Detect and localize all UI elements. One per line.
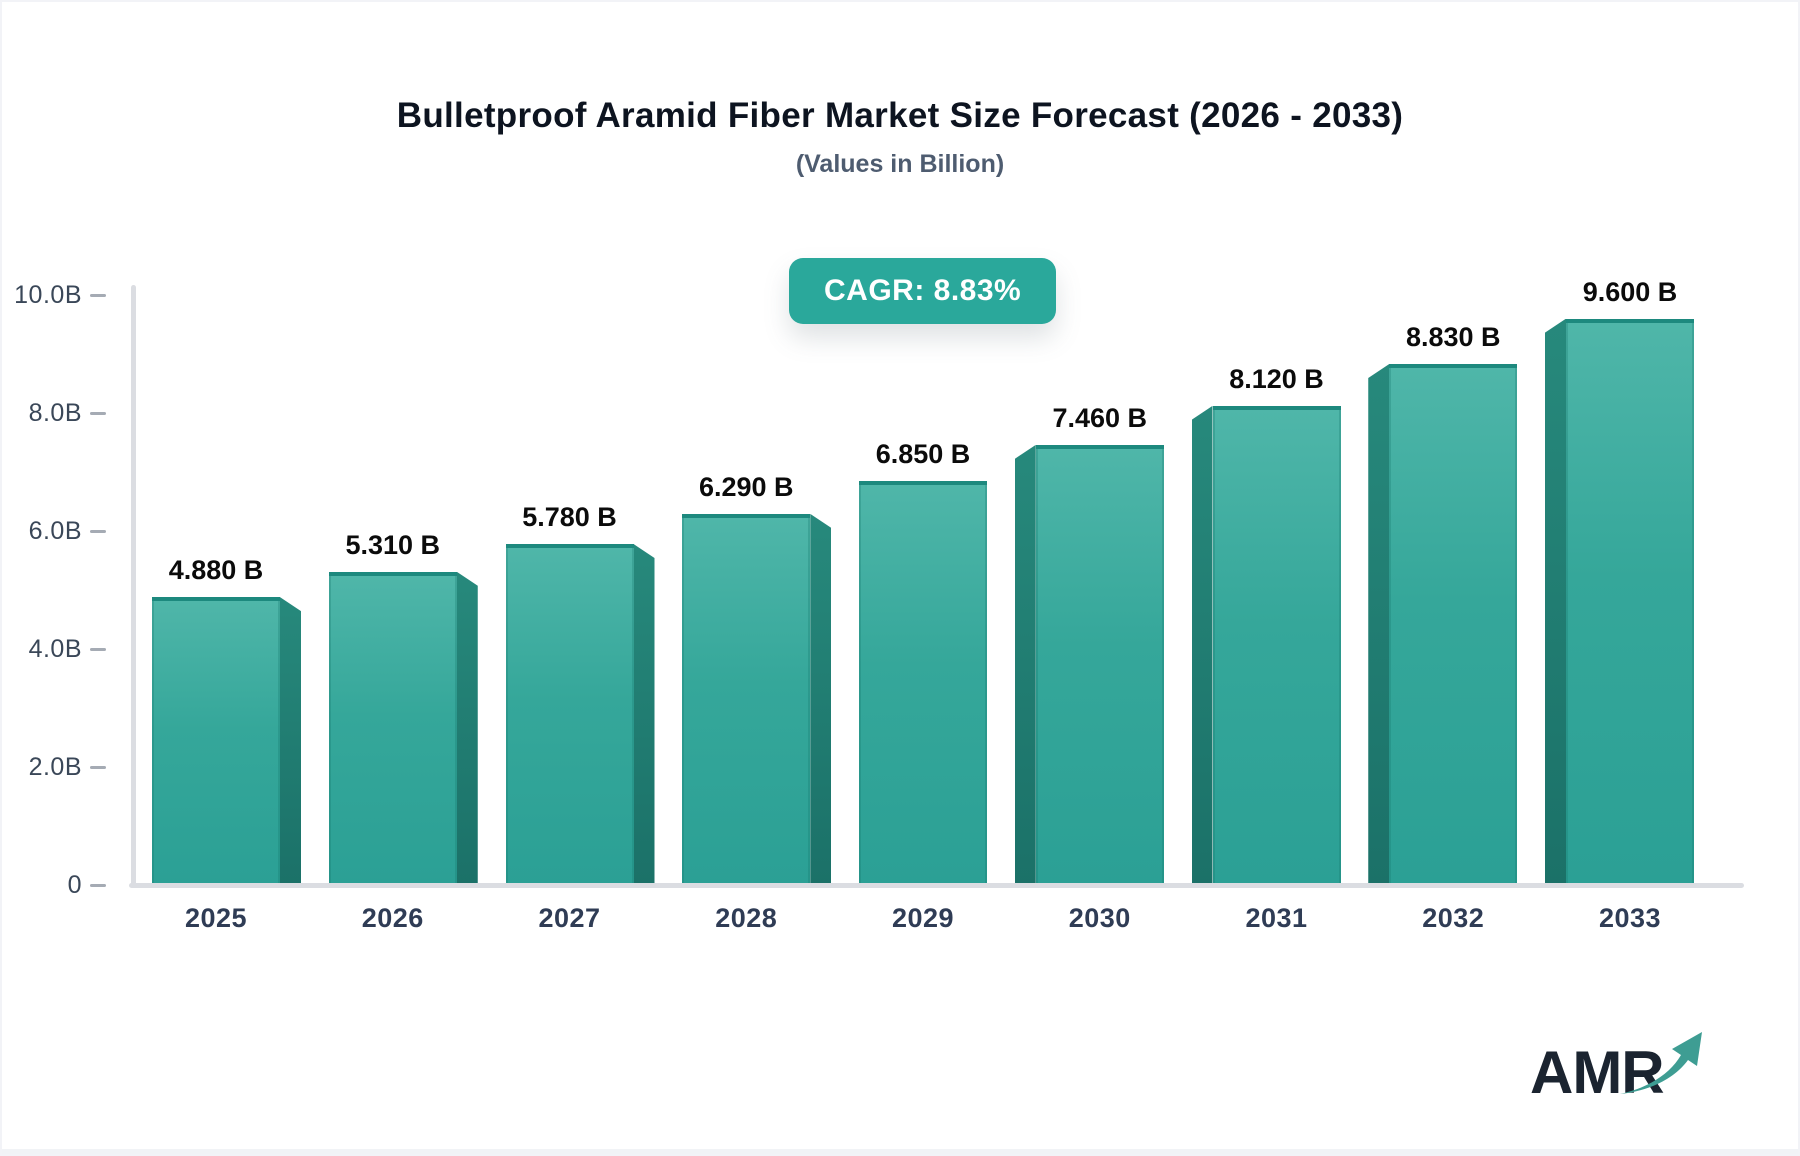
y-tick-label: 0 bbox=[67, 871, 82, 899]
bar-3d-side bbox=[810, 513, 832, 885]
bar-2030 bbox=[1035, 444, 1164, 885]
cagr-badge-label: CAGR: 8.83% bbox=[824, 274, 1022, 307]
bar-value-label: 4.880 B bbox=[168, 555, 264, 586]
x-tick-label-2029: 2029 bbox=[891, 903, 955, 933]
bar-2027 bbox=[505, 543, 634, 885]
x-axis-line bbox=[129, 883, 1744, 888]
amr-logo: AMR bbox=[1530, 1028, 1702, 1114]
bar-3d-side bbox=[1545, 318, 1566, 885]
y-tick-mark bbox=[90, 530, 106, 533]
bar-2032 bbox=[1389, 364, 1518, 885]
x-tick-label-2028: 2028 bbox=[715, 903, 778, 933]
bar-3d-side bbox=[280, 597, 301, 885]
x-tick-label-2026: 2026 bbox=[361, 903, 424, 933]
bar-3d-side bbox=[1014, 444, 1036, 885]
bar-value-label: 8.120 B bbox=[1229, 363, 1324, 394]
x-tick-label-2033: 2033 bbox=[1598, 903, 1662, 933]
chart-title: Bulletproof Aramid Fiber Market Size For… bbox=[396, 96, 1404, 135]
bar-3d-side bbox=[1368, 364, 1390, 885]
chart-subtitle: (Values in Billion) bbox=[795, 150, 1005, 178]
bar-value-label: 5.780 B bbox=[522, 501, 617, 532]
x-tick-label-2032: 2032 bbox=[1422, 903, 1485, 933]
bar-2025 bbox=[152, 597, 280, 885]
bar-3d-side bbox=[1191, 405, 1213, 885]
bar-3d-side bbox=[456, 571, 478, 885]
cagr-badge: CAGR: 8.83% bbox=[789, 258, 1057, 324]
y-tick-label: 6.0B bbox=[28, 517, 82, 545]
y-tick-mark bbox=[90, 412, 106, 415]
y-tick-label: 2.0B bbox=[28, 753, 82, 781]
y-tick-label: 10.0B bbox=[14, 281, 82, 309]
y-tick-label: 8.0B bbox=[28, 399, 82, 427]
y-tick-mark bbox=[90, 648, 106, 651]
growth-arrow-icon bbox=[1620, 1032, 1702, 1094]
amr-logo-text: AMR bbox=[1530, 1039, 1665, 1106]
bar-2031 bbox=[1212, 405, 1341, 885]
bar-value-label: 5.310 B bbox=[345, 529, 441, 560]
bar-value-label: 9.600 B bbox=[1582, 276, 1678, 307]
bar-value-label: 8.830 B bbox=[1405, 322, 1501, 353]
y-tick-label: 4.0B bbox=[28, 635, 82, 663]
bar-2033 bbox=[1566, 318, 1694, 885]
x-tick-label-2027: 2027 bbox=[538, 903, 601, 933]
y-axis-line bbox=[131, 285, 136, 888]
bar-value-label: 6.850 B bbox=[875, 438, 971, 469]
y-tick-mark bbox=[90, 766, 106, 769]
bar-2026 bbox=[328, 571, 457, 885]
y-tick-mark bbox=[90, 294, 106, 297]
x-tick-label-2031: 2031 bbox=[1245, 903, 1308, 933]
bar-3d-side bbox=[633, 543, 655, 885]
bar-2028 bbox=[682, 513, 811, 885]
bar-2029 bbox=[859, 480, 987, 885]
bar-value-label: 7.460 B bbox=[1052, 402, 1148, 433]
x-tick-label-2030: 2030 bbox=[1068, 903, 1131, 933]
bar-value-label: 6.290 B bbox=[698, 471, 794, 502]
x-tick-label-2025: 2025 bbox=[184, 903, 248, 933]
y-tick-mark bbox=[90, 884, 106, 887]
